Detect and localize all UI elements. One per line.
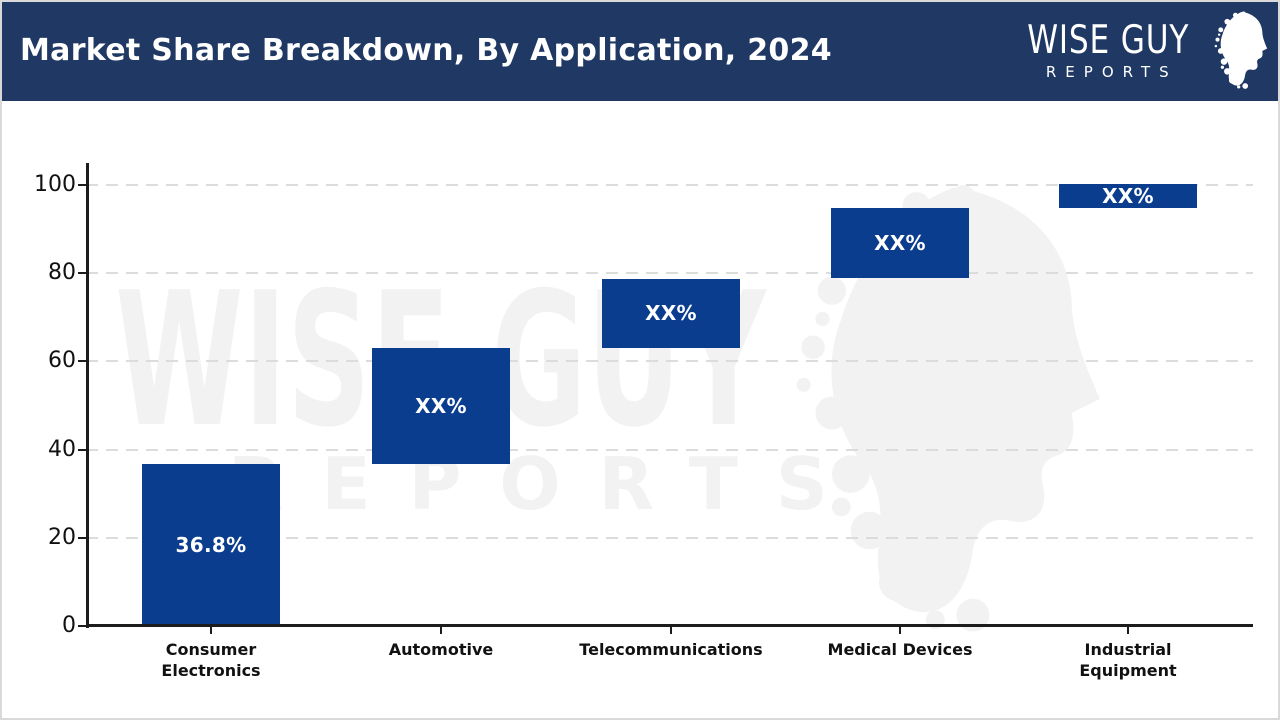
x-tick-mark-medical-devices — [899, 626, 901, 634]
y-tick-label-60: 60 — [48, 348, 76, 374]
x-tick-mark-consumer-electronics — [210, 626, 212, 634]
logo-face-icon — [1211, 10, 1268, 92]
bar-telecommunications: XX% — [602, 278, 740, 348]
wise-guy-logo: WISE GUY REPORTS — [1007, 8, 1268, 94]
gridline-80 — [86, 272, 1253, 275]
category-label-industrial-equipment: Industrial Equipment — [1079, 640, 1177, 680]
y-tick-mark-20 — [78, 536, 86, 539]
bar-automotive: XX% — [372, 347, 510, 464]
logo-text: WISE GUY REPORTS — [1007, 21, 1209, 81]
y-tick-mark-60 — [78, 360, 86, 363]
category-label-consumer-electronics: Consumer Electronics — [161, 640, 261, 680]
y-tick-label-100: 100 — [34, 172, 76, 198]
header-bar: Market Share Breakdown, By Application, … — [0, 0, 1280, 101]
watermark-subtitle: REPORTS — [228, 442, 866, 526]
logo-wordmark: WISE GUY — [1026, 18, 1189, 63]
gridline-20 — [86, 536, 1253, 539]
y-tick-label-0: 0 — [62, 613, 76, 638]
x-tick-mark-automotive — [440, 626, 442, 634]
gridline-40 — [86, 448, 1253, 451]
y-tick-mark-100 — [78, 184, 86, 187]
category-label-medical-devices: Medical Devices — [827, 640, 973, 659]
bar-consumer-electronics: 36.8% — [142, 463, 280, 626]
y-tick-mark-40 — [78, 448, 86, 451]
category-label-automotive: Automotive — [388, 640, 494, 659]
category-label-telecommunications: Telecommunications — [579, 640, 763, 659]
bar-medical-devices: XX% — [831, 208, 969, 278]
bar-value-label-telecommunications: XX% — [645, 301, 697, 326]
y-tick-mark-0 — [78, 625, 86, 627]
y-tick-mark-80 — [78, 272, 86, 275]
x-tick-mark-industrial-equipment — [1127, 626, 1129, 634]
bar-value-label-automotive: XX% — [415, 393, 467, 418]
gridline-100 — [86, 184, 1253, 187]
y-tick-label-20: 20 — [48, 524, 76, 550]
bar-value-label-consumer-electronics: 36.8% — [175, 532, 247, 557]
bar-value-label-industrial-equipment: XX% — [1102, 183, 1154, 208]
bar-value-label-medical-devices: XX% — [874, 231, 926, 256]
x-axis-line — [86, 624, 1253, 627]
y-tick-label-40: 40 — [48, 436, 76, 462]
x-tick-mark-telecommunications — [670, 626, 672, 634]
y-axis-line — [86, 163, 89, 628]
y-tick-label-80: 80 — [48, 260, 76, 286]
gridline-60 — [86, 360, 1253, 363]
logo-subtitle: REPORTS — [1045, 63, 1178, 81]
bar-industrial-equipment: XX% — [1059, 184, 1197, 208]
page-title: Market Share Breakdown, By Application, … — [20, 33, 832, 68]
